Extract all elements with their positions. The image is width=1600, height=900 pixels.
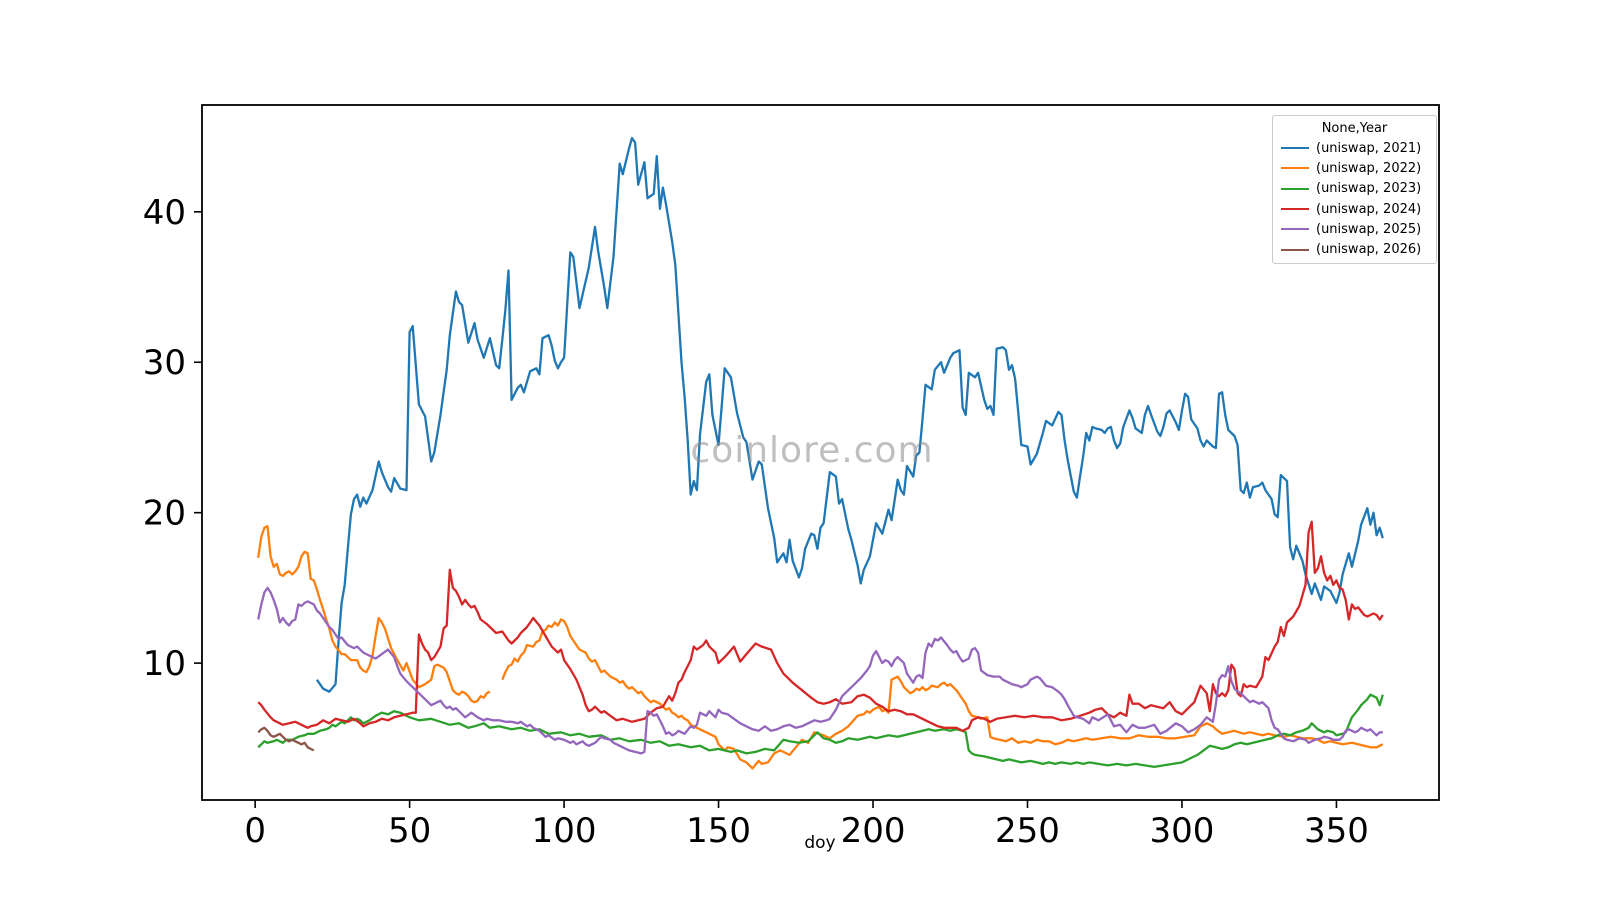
legend-entry-label: (uniswap, 2021) xyxy=(1316,140,1422,156)
series-line-2025 xyxy=(257,586,1383,755)
x-tick-label: 200 xyxy=(841,811,906,851)
series-line-2026 xyxy=(257,726,315,752)
x-tick-label: 350 xyxy=(1304,811,1369,851)
series-line-2022 xyxy=(257,525,491,704)
x-axis-label: doy xyxy=(804,833,836,853)
legend-entry-label: (uniswap, 2023) xyxy=(1316,181,1422,197)
legend-entry-label: (uniswap, 2022) xyxy=(1316,160,1422,176)
legend-line-swatch xyxy=(1281,208,1309,211)
series-line-2024 xyxy=(257,520,1384,732)
legend-entry-2024: (uniswap, 2024) xyxy=(1279,199,1430,219)
legend-entry-label: (uniswap, 2024) xyxy=(1316,201,1422,217)
series-line-2023 xyxy=(257,693,1384,769)
legend-entry-2025: (uniswap, 2025) xyxy=(1279,219,1430,239)
x-tick-label: 250 xyxy=(995,811,1060,851)
legend-line-swatch xyxy=(1281,228,1309,231)
x-tick-label: 150 xyxy=(686,811,751,851)
y-tick-label: 10 xyxy=(143,644,186,684)
x-tick-label: 0 xyxy=(244,811,266,851)
legend-line-swatch xyxy=(1281,248,1309,251)
legend-entry-2026: (uniswap, 2026) xyxy=(1279,239,1430,259)
legend-entry-2023: (uniswap, 2023) xyxy=(1279,179,1430,199)
legend-box: None,Year (uniswap, 2021) (uniswap, 2022)… xyxy=(1272,115,1437,264)
legend-entries: (uniswap, 2021) (uniswap, 2022) (uniswap, … xyxy=(1279,138,1430,260)
legend-line-swatch xyxy=(1281,147,1309,150)
legend-line-swatch xyxy=(1281,187,1309,190)
plot-spines xyxy=(201,104,1440,801)
x-tick-label: 100 xyxy=(532,811,597,851)
x-tick-label: 300 xyxy=(1150,811,1215,851)
legend-entry-label: (uniswap, 2025) xyxy=(1316,221,1422,237)
series-line-2021 xyxy=(315,136,1384,693)
legend-line-swatch xyxy=(1281,167,1309,170)
legend-entry-label: (uniswap, 2026) xyxy=(1316,242,1422,258)
series-line-2022 xyxy=(501,618,1384,770)
y-tick-label: 30 xyxy=(143,343,186,383)
y-tick-label: 20 xyxy=(143,494,186,534)
legend-entry-2021: (uniswap, 2021) xyxy=(1279,138,1430,158)
y-tick-label: 40 xyxy=(143,193,186,233)
x-tick-label: 50 xyxy=(388,811,431,851)
legend-title: None,Year xyxy=(1321,121,1388,136)
legend-entry-2022: (uniswap, 2022) xyxy=(1279,158,1430,178)
